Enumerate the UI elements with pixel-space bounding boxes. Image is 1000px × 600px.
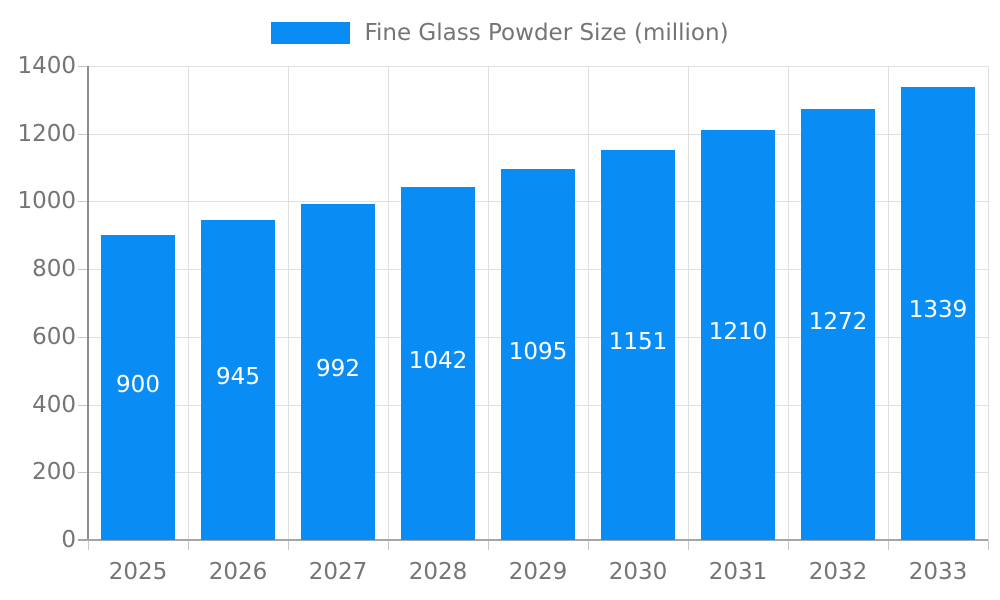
x-tick — [288, 540, 289, 550]
x-gridline — [188, 66, 189, 540]
y-tick — [78, 336, 88, 338]
y-tick-label: 1000 — [17, 188, 76, 215]
y-tick-label: 0 — [61, 527, 76, 553]
bar-value-label: 1095 — [508, 338, 568, 365]
bar-2029[interactable]: 1095 — [501, 169, 575, 540]
x-gridline — [888, 66, 889, 540]
legend-label: Fine Glass Powder Size (million) — [364, 20, 729, 46]
legend[interactable]: Fine Glass Powder Size (million) — [0, 20, 1000, 46]
x-tick — [988, 540, 989, 550]
x-gridline — [588, 66, 589, 540]
bar-value-label: 1042 — [408, 347, 468, 374]
x-tick-label: 2028 — [408, 559, 468, 585]
bar-value-label: 1210 — [708, 319, 768, 346]
x-tick — [388, 540, 389, 550]
bar-2025[interactable]: 900 — [101, 235, 175, 540]
x-gridline — [488, 66, 489, 540]
legend-swatch — [271, 22, 351, 44]
x-gridline — [688, 66, 689, 540]
bar-2033[interactable]: 1339 — [901, 86, 975, 540]
x-gridline — [288, 66, 289, 540]
bar-value-label: 1272 — [808, 308, 868, 335]
x-tick-label: 2029 — [508, 559, 568, 585]
x-tick-label: 2032 — [808, 559, 868, 585]
bar-2031[interactable]: 1210 — [701, 130, 775, 540]
x-gridline — [388, 66, 389, 540]
bar-2032[interactable]: 1272 — [801, 109, 875, 540]
x-tick — [888, 540, 889, 550]
bar-value-label: 1151 — [608, 329, 668, 356]
x-tick-label: 2027 — [308, 559, 368, 585]
y-gridline — [88, 66, 988, 67]
bar-2027[interactable]: 992 — [301, 204, 375, 540]
x-tick — [88, 540, 89, 550]
y-tick — [78, 133, 88, 135]
bar-2030[interactable]: 1151 — [601, 150, 675, 540]
y-axis-line — [87, 66, 89, 540]
x-tick-label: 2033 — [908, 559, 968, 585]
x-tick — [588, 540, 589, 550]
x-gridline — [788, 66, 789, 540]
bar-2026[interactable]: 945 — [201, 220, 275, 540]
x-gridline — [988, 66, 989, 540]
x-tick-label: 2031 — [708, 559, 768, 585]
bar-2028[interactable]: 1042 — [401, 187, 475, 540]
y-tick-label: 800 — [32, 256, 76, 283]
y-tick — [78, 269, 88, 271]
x-tick-label: 2030 — [608, 559, 668, 585]
x-tick — [488, 540, 489, 550]
x-tick-label: 2025 — [108, 559, 168, 585]
y-tick — [78, 66, 88, 67]
y-tick — [78, 472, 88, 474]
y-tick — [78, 201, 88, 203]
x-tick — [688, 540, 689, 550]
y-gridline — [88, 133, 988, 135]
x-axis-line — [78, 539, 988, 541]
x-tick — [788, 540, 789, 550]
y-tick-label: 200 — [32, 459, 76, 486]
y-tick-label: 1200 — [17, 120, 76, 147]
bar-value-label: 992 — [316, 356, 360, 383]
x-tick-label: 2026 — [208, 559, 268, 585]
bar-value-label: 945 — [216, 364, 260, 391]
y-tick-label: 600 — [32, 323, 76, 350]
x-tick — [188, 540, 189, 550]
y-tick-label: 1400 — [17, 53, 76, 79]
bar-value-label: 1339 — [908, 297, 968, 324]
y-tick — [78, 404, 88, 406]
y-tick-label: 400 — [32, 391, 76, 418]
bar-value-label: 900 — [116, 371, 160, 398]
